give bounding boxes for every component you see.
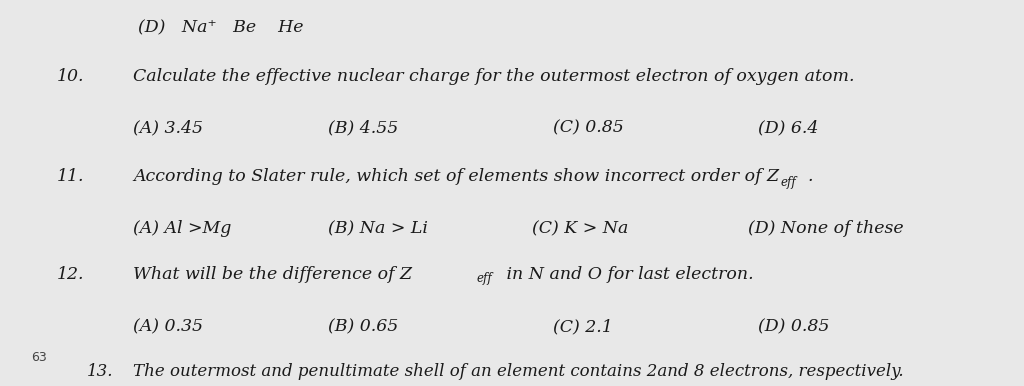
Text: Calculate the effective nuclear charge for the outermost electron of oxygen atom: Calculate the effective nuclear charge f… <box>133 68 855 85</box>
Text: What will be the difference of Z: What will be the difference of Z <box>133 266 413 283</box>
Text: 13.: 13. <box>87 363 114 380</box>
Text: (D) 0.85: (D) 0.85 <box>758 318 829 335</box>
Text: .: . <box>808 168 813 185</box>
Text: (A) 0.35: (A) 0.35 <box>133 318 203 335</box>
Text: (D) 6.4: (D) 6.4 <box>758 120 818 137</box>
Text: (B) 4.55: (B) 4.55 <box>328 120 398 137</box>
Text: 63: 63 <box>31 351 46 364</box>
Text: (C) 2.1: (C) 2.1 <box>553 318 612 335</box>
Text: 10.: 10. <box>56 68 84 85</box>
Text: (A) Al >Mg: (A) Al >Mg <box>133 220 231 237</box>
Text: According to Slater rule, which set of elements show incorrect order of Z: According to Slater rule, which set of e… <box>133 168 779 185</box>
Text: 11.: 11. <box>56 168 84 185</box>
Text: The outermost and penultimate shell of an element contains 2and 8 electrons, res: The outermost and penultimate shell of a… <box>133 363 904 380</box>
Text: eff: eff <box>780 176 796 189</box>
Text: (B) Na > Li: (B) Na > Li <box>328 220 428 237</box>
Text: (C) 0.85: (C) 0.85 <box>553 120 624 137</box>
Text: 12.: 12. <box>56 266 84 283</box>
Text: (B) 0.65: (B) 0.65 <box>328 318 398 335</box>
Text: (C) K > Na: (C) K > Na <box>532 220 629 237</box>
Text: (A) 3.45: (A) 3.45 <box>133 120 203 137</box>
Text: (D)   Na⁺   Be    He: (D) Na⁺ Be He <box>138 19 304 36</box>
Text: in N and O for last electron.: in N and O for last electron. <box>501 266 754 283</box>
Text: eff: eff <box>476 272 492 285</box>
Text: (D) None of these: (D) None of these <box>748 220 903 237</box>
